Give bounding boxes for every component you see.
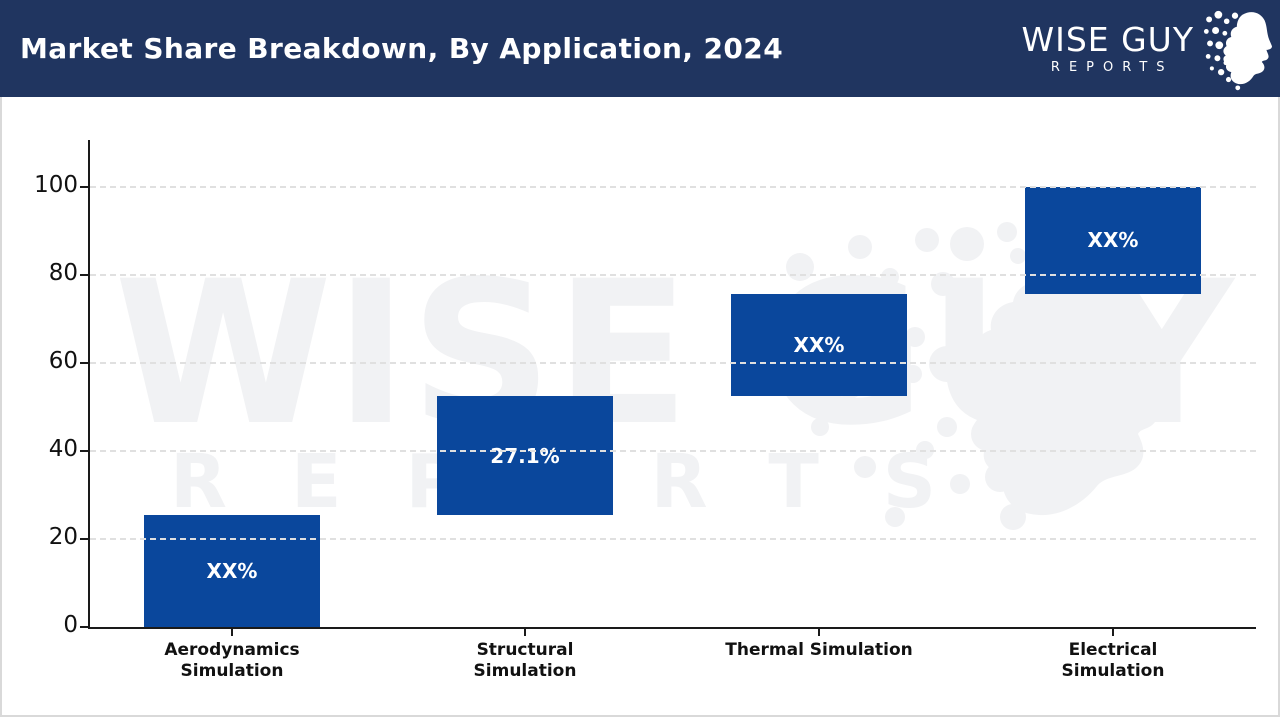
brand-logo: WISE GUY REPORTS — [1021, 0, 1272, 97]
x-tick-mark — [1112, 629, 1114, 636]
brand-logo-text: WISE GUY REPORTS — [1021, 19, 1194, 76]
bar-thermal-simulation: XX% — [731, 293, 907, 396]
x-axis-label: Aerodynamics Simulation — [164, 640, 300, 681]
x-axis-label: Structural Simulation — [473, 640, 577, 681]
brand-subtext: REPORTS — [1050, 60, 1174, 76]
y-gridline — [90, 450, 1256, 452]
y-tick-mark — [80, 186, 88, 188]
x-tick-mark — [231, 629, 233, 636]
y-tick-label: 60 — [48, 348, 78, 374]
y-tick-mark — [80, 538, 88, 540]
brand-wordmark: WISE GUY — [1021, 19, 1194, 59]
bar-value-label: XX% — [793, 332, 845, 357]
x-tick-mark — [818, 629, 820, 636]
bar-value-label: XX% — [206, 559, 258, 584]
bar-value-label: XX% — [1087, 228, 1139, 253]
y-tick-mark — [80, 626, 88, 628]
header: Market Share Breakdown, By Application, … — [0, 0, 1280, 97]
y-tick-label: 40 — [48, 436, 78, 462]
x-axis-label: Electrical Simulation — [1061, 640, 1165, 681]
y-gridline — [90, 274, 1256, 276]
y-tick-label: 20 — [48, 524, 78, 550]
bar-structural-simulation: 27.1% — [437, 396, 613, 516]
x-axis-line — [88, 627, 1256, 629]
page-title: Market Share Breakdown, By Application, … — [20, 32, 784, 65]
y-tick-label: 100 — [34, 172, 78, 198]
y-gridline — [90, 186, 1256, 188]
y-tick-label: 80 — [48, 260, 78, 286]
y-gridline — [90, 538, 1256, 540]
y-tick-mark — [80, 362, 88, 364]
bar-aerodynamics-simulation: XX% — [144, 515, 320, 627]
x-tick-mark — [524, 629, 526, 636]
brand-face-icon — [1203, 10, 1272, 90]
y-tick-mark — [80, 450, 88, 452]
x-axis-label: Thermal Simulation — [725, 640, 913, 660]
y-tick-mark — [80, 274, 88, 276]
y-axis-line — [88, 140, 90, 629]
bar-value-label: 27.1% — [490, 443, 560, 468]
y-gridline — [90, 362, 1256, 364]
y-tick-label: 0 — [63, 612, 78, 638]
bar-electrical-simulation: XX% — [1025, 187, 1201, 294]
